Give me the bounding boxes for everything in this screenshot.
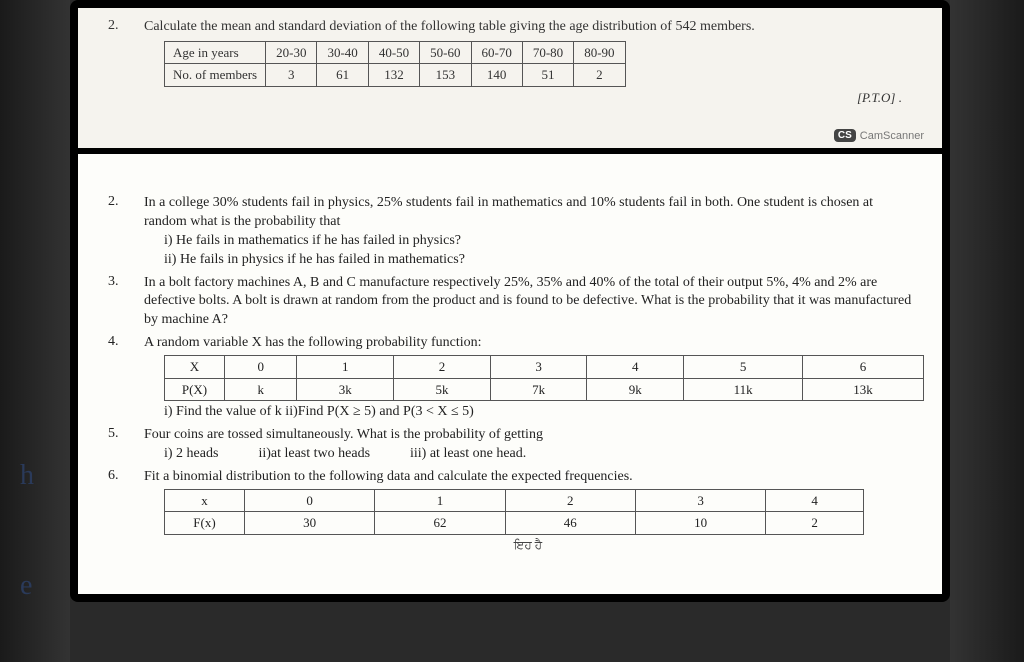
- question-1-text: Calculate the mean and standard deviatio…: [144, 19, 755, 34]
- table-cell: 3: [490, 356, 587, 379]
- table-cell: 2: [505, 489, 635, 512]
- question-4-text: A random variable X has the following pr…: [144, 335, 481, 350]
- table-cell: 4: [587, 356, 684, 379]
- table-row: X 0 1 2 3 4 5 6: [165, 356, 924, 379]
- table-cell: 1: [297, 356, 394, 379]
- table-cell: 9k: [587, 378, 684, 401]
- table-cell: 132: [368, 64, 419, 87]
- table-cell: 40-50: [368, 41, 419, 64]
- table-cell: 1: [375, 489, 505, 512]
- table-cell: 6: [803, 356, 924, 379]
- table-cell: 13k: [803, 378, 924, 401]
- scanned-page-upper: 2. Calculate the mean and standard devia…: [78, 8, 942, 148]
- table-cell: k: [225, 378, 297, 401]
- phone-frame: 2. Calculate the mean and standard devia…: [70, 0, 950, 602]
- table-cell: X: [165, 356, 225, 379]
- table-cell: 70-80: [522, 41, 573, 64]
- table-cell: 7k: [490, 378, 587, 401]
- camscanner-badge-icon: CS: [834, 129, 856, 142]
- question-5-sub-iii: iii) at least one head.: [410, 445, 526, 464]
- question-5-sub-ii: ii)at least two heads: [258, 445, 370, 464]
- question-4-sub: i) Find the value of k ii)Find P(X ≥ 5) …: [164, 403, 924, 422]
- table-row: x 0 1 2 3 4: [165, 489, 864, 512]
- question-5-text: Four coins are tossed simultaneously. Wh…: [144, 427, 543, 442]
- frequency-table: x 0 1 2 3 4 F(x) 30 62 46 10 2: [164, 489, 864, 535]
- question-number: 4.: [108, 334, 132, 422]
- table-cell: 11k: [684, 378, 803, 401]
- left-background-edge: [0, 0, 70, 662]
- table-cell: 0: [225, 356, 297, 379]
- table-cell: 46: [505, 512, 635, 535]
- question-1: 2. Calculate the mean and standard devia…: [108, 18, 912, 107]
- table-cell: 3k: [297, 378, 394, 401]
- question-4: 4. A random variable X has the following…: [108, 334, 912, 422]
- right-background-edge: [950, 0, 1024, 662]
- table-cell: 3: [266, 64, 317, 87]
- table-cell: 60-70: [471, 41, 522, 64]
- question-number: 5.: [108, 426, 132, 464]
- table-cell: 5k: [394, 378, 491, 401]
- question-3: 3. In a bolt factory machines A, B and C…: [108, 274, 912, 331]
- scanned-page-lower: 2. In a college 30% students fail in phy…: [78, 154, 942, 594]
- question-text: A random variable X has the following pr…: [144, 334, 924, 422]
- table-cell: 50-60: [420, 41, 471, 64]
- table-row: Age in years 20-30 30-40 40-50 50-60 60-…: [165, 41, 626, 64]
- question-number: 3.: [108, 274, 132, 331]
- question-text: In a college 30% students fail in physic…: [144, 194, 912, 270]
- table-cell: 4: [766, 489, 864, 512]
- question-text: Fit a binomial distribution to the follo…: [144, 468, 912, 553]
- table-cell: 2: [574, 64, 625, 87]
- table-cell: 51: [522, 64, 573, 87]
- table-row: F(x) 30 62 46 10 2: [165, 512, 864, 535]
- question-3-text: In a bolt factory machines A, B and C ma…: [144, 274, 912, 331]
- table-cell: 80-90: [574, 41, 625, 64]
- question-2-text: In a college 30% students fail in physic…: [144, 195, 873, 229]
- table-cell: 61: [317, 64, 368, 87]
- table-cell: P(X): [165, 378, 225, 401]
- pto-marker: [P.T.O] .: [144, 89, 912, 107]
- table-cell: 2: [394, 356, 491, 379]
- table-cell: x: [165, 489, 245, 512]
- table-cell: 5: [684, 356, 803, 379]
- table-cell: 62: [375, 512, 505, 535]
- question-number: 6.: [108, 468, 132, 553]
- table-cell: 153: [420, 64, 471, 87]
- table-cell: 10: [635, 512, 765, 535]
- table-cell: 0: [245, 489, 375, 512]
- table-cell: 20-30: [266, 41, 317, 64]
- question-5: 5. Four coins are tossed simultaneously.…: [108, 426, 912, 464]
- camscanner-watermark: CS CamScanner: [834, 129, 924, 142]
- age-distribution-table: Age in years 20-30 30-40 40-50 50-60 60-…: [164, 41, 626, 87]
- question-2-sub-i: i) He fails in mathematics if he has fai…: [164, 232, 912, 251]
- probability-function-table: X 0 1 2 3 4 5 6 P(X) k 3k 5k 7k: [164, 355, 924, 401]
- table-row: P(X) k 3k 5k 7k 9k 11k 13k: [165, 378, 924, 401]
- question-5-subs: i) 2 heads ii)at least two heads iii) at…: [164, 445, 912, 464]
- question-5-sub-i: i) 2 heads: [164, 445, 218, 464]
- table-cell: 140: [471, 64, 522, 87]
- question-number: 2.: [108, 194, 132, 270]
- question-6: 6. Fit a binomial distribution to the fo…: [108, 468, 912, 553]
- table-cell: Age in years: [165, 41, 266, 64]
- question-number: 2.: [108, 18, 132, 107]
- question-2: 2. In a college 30% students fail in phy…: [108, 194, 912, 270]
- table-cell: 3: [635, 489, 765, 512]
- handwritten-scribble: ਇਹ ਹੈ: [144, 537, 912, 553]
- table-cell: 30: [245, 512, 375, 535]
- camscanner-label: CamScanner: [860, 130, 924, 142]
- handwritten-h: h: [20, 460, 34, 492]
- table-cell: 30-40: [317, 41, 368, 64]
- question-6-text: Fit a binomial distribution to the follo…: [144, 469, 633, 484]
- question-2-sub-ii: ii) He fails in physics if he has failed…: [164, 251, 912, 270]
- table-cell: 2: [766, 512, 864, 535]
- question-text: Calculate the mean and standard deviatio…: [144, 18, 912, 107]
- table-row: No. of members 3 61 132 153 140 51 2: [165, 64, 626, 87]
- table-cell: No. of members: [165, 64, 266, 87]
- handwritten-e: e: [20, 570, 32, 602]
- table-cell: F(x): [165, 512, 245, 535]
- question-text: Four coins are tossed simultaneously. Wh…: [144, 426, 912, 464]
